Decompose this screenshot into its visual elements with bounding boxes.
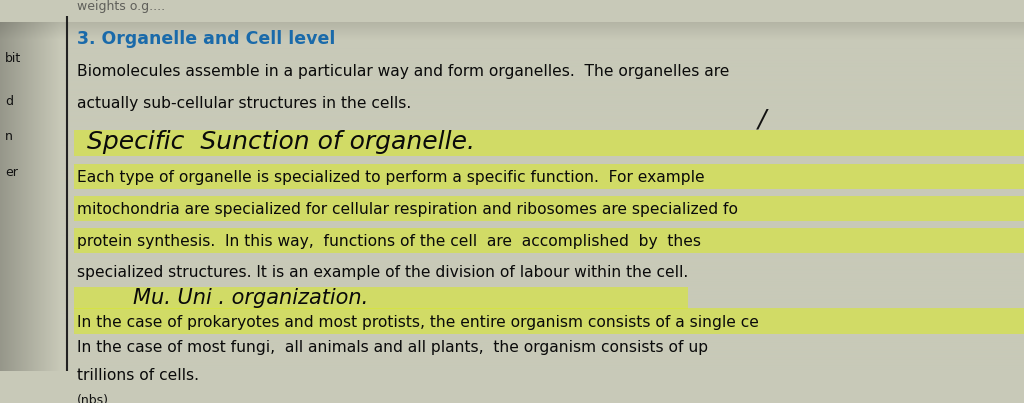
Bar	[74, 287, 688, 309]
Bar	[74, 130, 1024, 156]
Text: actually sub-cellular structures in the cells.: actually sub-cellular structures in the …	[77, 96, 411, 110]
Bar	[74, 196, 1024, 221]
Text: In the case of most fungi,  all animals and all plants,  the organism consists o: In the case of most fungi, all animals a…	[77, 341, 708, 355]
Text: Biomolecules assemble in a particular way and form organelles.  The organelles a: Biomolecules assemble in a particular wa…	[77, 64, 729, 79]
Text: protein synthesis.  In this way,  functions of the cell  are  accomplished  by  : protein synthesis. In this way, function…	[77, 234, 700, 249]
Text: Mu. Uni . organization.: Mu. Uni . organization.	[133, 288, 369, 308]
Text: (nbs): (nbs)	[77, 394, 109, 403]
Text: er: er	[5, 166, 18, 179]
Text: d: d	[5, 95, 13, 108]
Text: Each type of organelle is specialized to perform a specific function.  For examp: Each type of organelle is specialized to…	[77, 170, 705, 185]
Text: In the case of prokaryotes and most protists, the entire organism consists of a : In the case of prokaryotes and most prot…	[77, 315, 759, 330]
Text: 3. Organelle and Cell level: 3. Organelle and Cell level	[77, 30, 335, 48]
Text: weights o.g....: weights o.g....	[77, 0, 165, 12]
Bar	[74, 228, 1024, 253]
Text: /: /	[758, 107, 766, 131]
Bar	[74, 308, 1024, 334]
Bar	[74, 164, 1024, 189]
Text: n: n	[5, 130, 13, 143]
Text: mitochondria are specialized for cellular respiration and ribosomes are speciali: mitochondria are specialized for cellula…	[77, 202, 738, 217]
Text: bit: bit	[5, 52, 22, 65]
Text: trillions of cells.: trillions of cells.	[77, 368, 199, 383]
Text: Specific  Sunction of organelle.: Specific Sunction of organelle.	[87, 130, 475, 154]
Text: specialized structures. It is an example of the division of labour within the ce: specialized structures. It is an example…	[77, 265, 688, 280]
